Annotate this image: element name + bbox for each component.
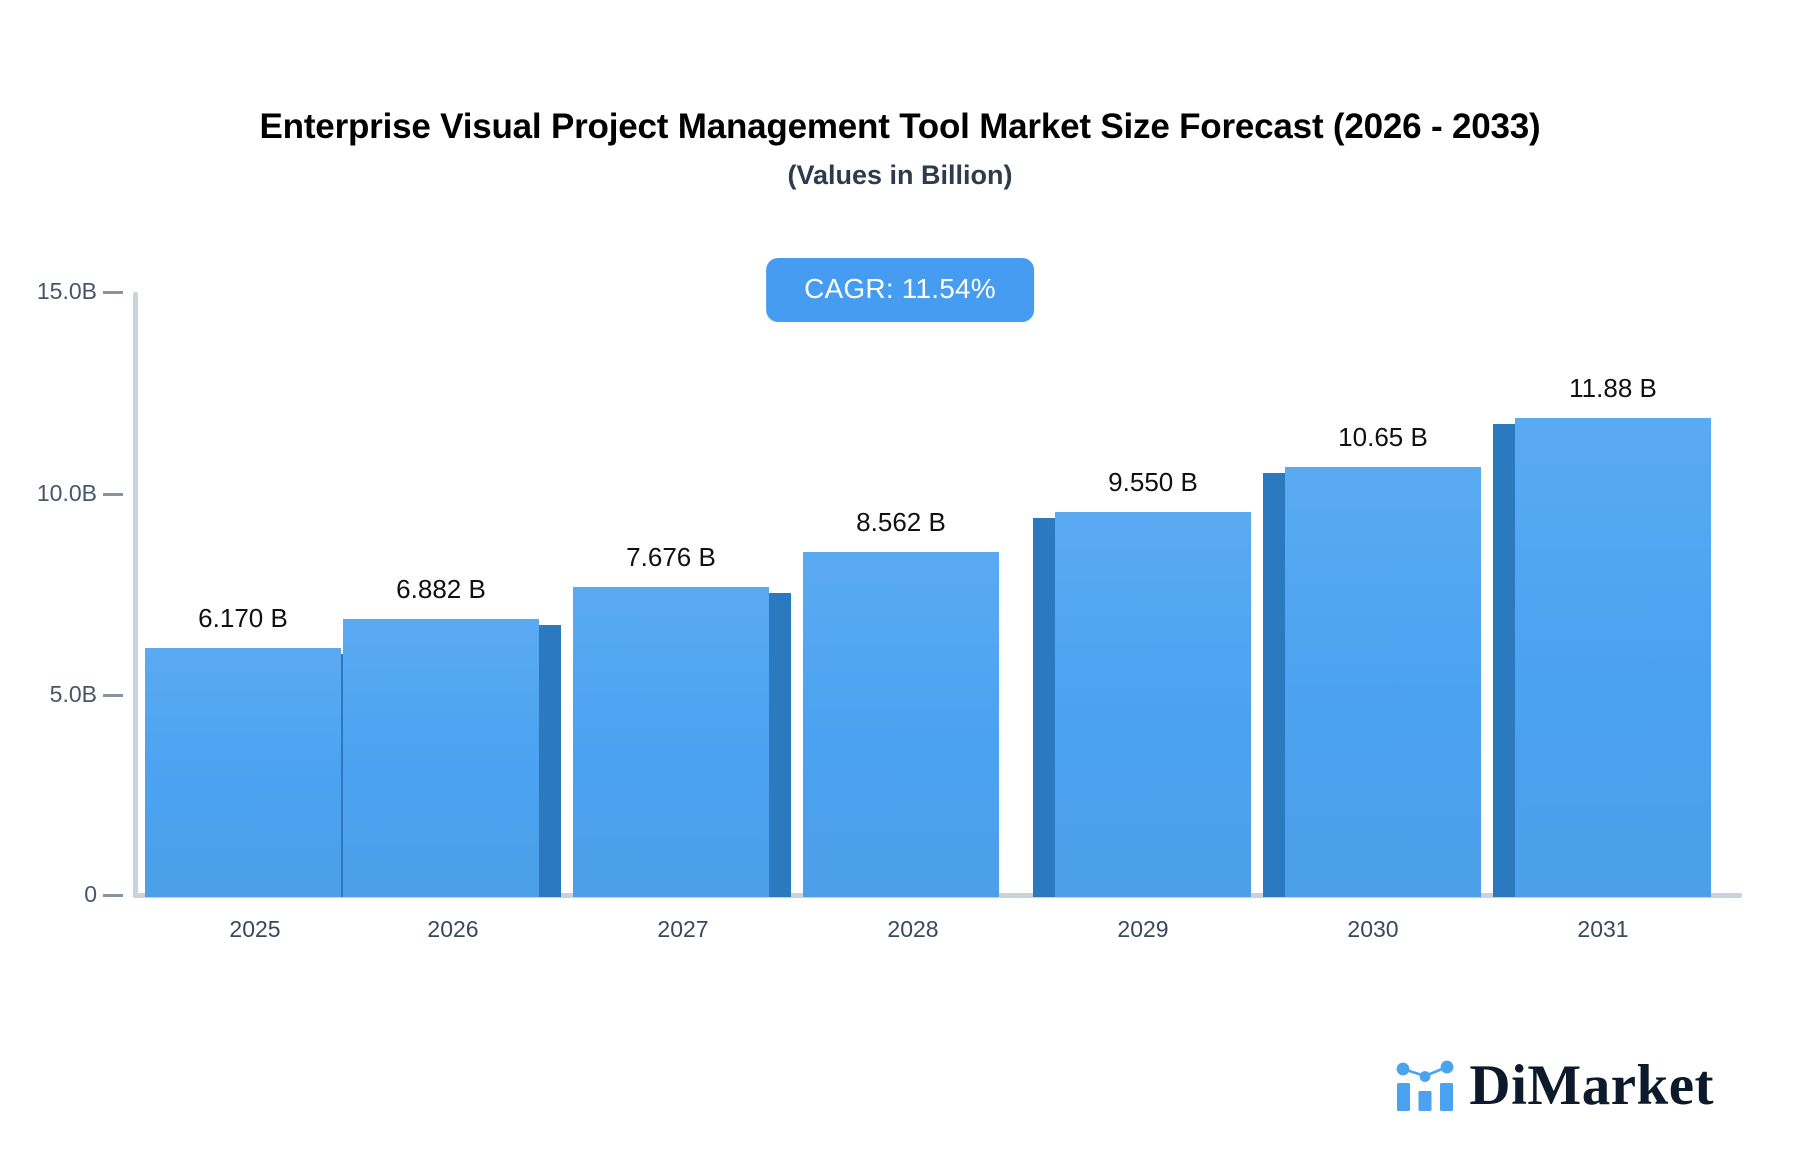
chart-subtitle: (Values in Billion) bbox=[787, 159, 1013, 190]
y-tick-label-10: 10.0B bbox=[36, 479, 97, 506]
bar-value-label: 7.676 B bbox=[626, 542, 716, 572]
bar-side-face bbox=[1263, 473, 1285, 897]
x-tick-label-2031: 2031 bbox=[1577, 916, 1629, 942]
y-tick-dash-15 bbox=[103, 290, 123, 294]
y-axis-line bbox=[133, 292, 138, 897]
bar-value-label: 8.562 B bbox=[856, 507, 946, 537]
bar-side-face bbox=[1033, 518, 1055, 897]
bar-face bbox=[1515, 418, 1711, 897]
bar-2027[interactable]: 7.676 B bbox=[573, 292, 793, 897]
bar-side-face bbox=[539, 625, 561, 897]
bar-face bbox=[343, 619, 539, 897]
bar-2028[interactable]: 8.562 B bbox=[803, 292, 1023, 897]
bar-side-face bbox=[769, 593, 791, 897]
y-tick-label-15: 15.0B bbox=[36, 277, 97, 304]
y-tick-dash-0 bbox=[103, 893, 123, 897]
bar-side-face bbox=[1493, 424, 1515, 897]
y-tick-dash-5 bbox=[103, 693, 123, 697]
bar-value-label: 6.882 B bbox=[396, 574, 486, 604]
bar-face bbox=[1285, 467, 1481, 897]
brand-logo: DiMarket bbox=[1395, 1057, 1714, 1114]
bar-chart-logo-icon bbox=[1397, 1060, 1454, 1111]
brand-name: DiMarket bbox=[1469, 1054, 1714, 1117]
bar-value-label: 11.88 B bbox=[1569, 373, 1657, 403]
x-tick-label-2029: 2029 bbox=[1117, 916, 1169, 942]
bar-value-label: 10.65 B bbox=[1338, 422, 1428, 452]
bar-face bbox=[573, 587, 769, 897]
y-tick-label-0: 0 bbox=[84, 880, 97, 907]
bar-2025[interactable]: 6.170 B bbox=[145, 292, 365, 897]
bar-2029[interactable]: 9.550 B bbox=[1033, 292, 1253, 897]
chart-title: Enterprise Visual Project Management Too… bbox=[259, 107, 1541, 146]
bar-face bbox=[803, 552, 999, 897]
cagr-badge: CAGR: 11.54% bbox=[766, 258, 1034, 322]
x-tick-label-2030: 2030 bbox=[1347, 916, 1399, 942]
x-tick-label-2025: 2025 bbox=[229, 916, 281, 942]
title-block: Enterprise Visual Project Management Too… bbox=[0, 107, 1800, 190]
bar-face bbox=[1055, 512, 1251, 897]
x-tick-label-2027: 2027 bbox=[657, 916, 709, 942]
bar-value-label: 9.550 B bbox=[1108, 467, 1198, 497]
x-tick-label-2028: 2028 bbox=[887, 916, 939, 942]
bar-value-label: 6.170 B bbox=[198, 603, 288, 633]
bar-2030[interactable]: 10.65 B bbox=[1263, 292, 1483, 897]
bar-face bbox=[145, 648, 341, 897]
y-tick-label-5: 5.0B bbox=[49, 680, 97, 707]
y-tick-dash-10 bbox=[103, 492, 123, 496]
bar-2026[interactable]: 6.882 B bbox=[343, 292, 563, 897]
x-tick-label-2026: 2026 bbox=[427, 916, 479, 942]
bar-2031[interactable]: 11.88 B bbox=[1493, 292, 1713, 897]
plot-area: 6.170 B 6.882 B 7.676 B 8.562 B 9.550 B … bbox=[133, 292, 1742, 897]
